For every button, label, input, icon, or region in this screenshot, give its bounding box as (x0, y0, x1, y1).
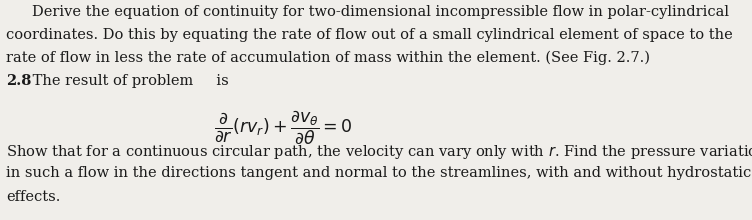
Text: effects.: effects. (6, 190, 61, 204)
Text: The result of problem     is: The result of problem is (28, 74, 229, 88)
Text: coordinates. Do this by equating the rate of flow out of a small cylindrical ele: coordinates. Do this by equating the rat… (6, 28, 733, 42)
Text: Derive the equation of continuity for two-dimensional incompressible flow in pol: Derive the equation of continuity for tw… (32, 5, 729, 19)
Text: Show that for a continuous circular path, the velocity can vary only with $r$. F: Show that for a continuous circular path… (6, 143, 752, 161)
Text: $\dfrac{\partial}{\partial r}(rv_r) + \dfrac{\partial v_\theta}{\partial \theta}: $\dfrac{\partial}{\partial r}(rv_r) + \d… (214, 109, 353, 146)
Text: 2.8: 2.8 (6, 74, 32, 88)
Text: in such a flow in the directions tangent and normal to the streamlines, with and: in such a flow in the directions tangent… (6, 167, 751, 180)
Text: rate of flow in less the rate of accumulation of mass within the element. (See F: rate of flow in less the rate of accumul… (6, 51, 650, 66)
